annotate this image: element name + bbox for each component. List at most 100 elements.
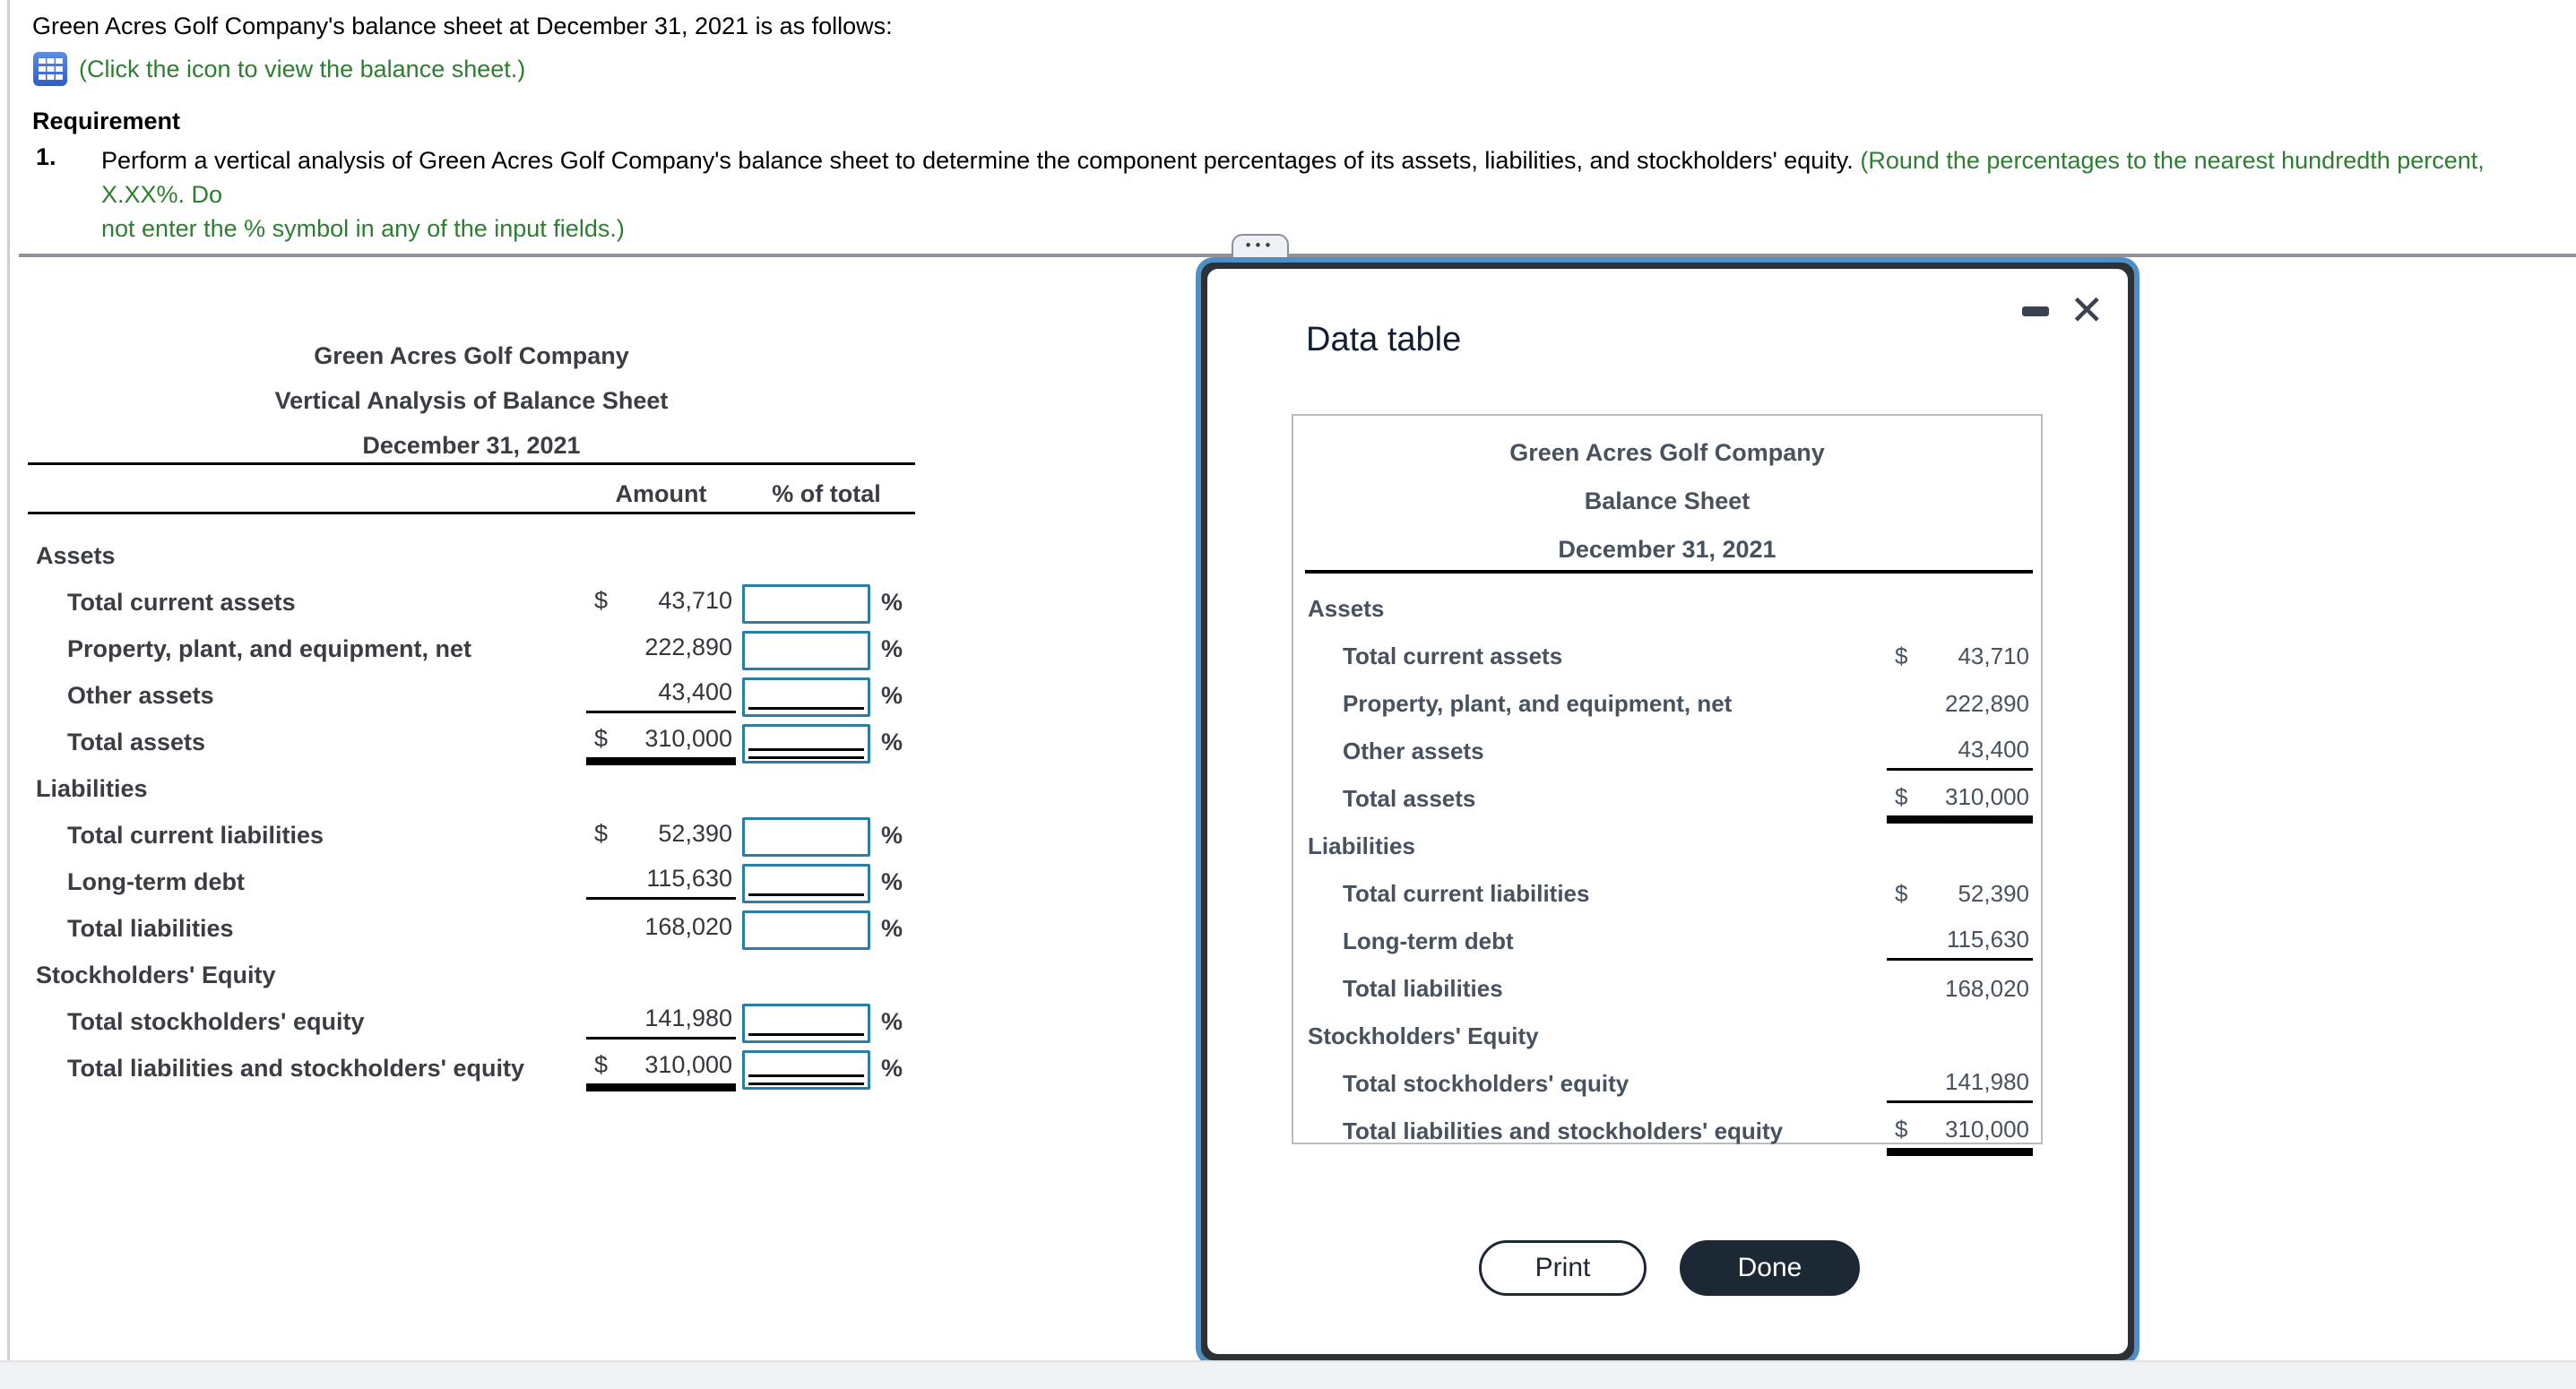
percent-input[interactable] [742, 1050, 870, 1090]
worksheet-statement-title: Vertical Analysis of Balance Sheet [274, 387, 669, 414]
percent-sign: % [881, 635, 903, 662]
row-label: Total liabilities [67, 915, 234, 942]
balance-sheet-link-row[interactable]: (Click the icon to view the balance shee… [32, 50, 525, 88]
currency-symbol: $ [594, 1051, 609, 1078]
print-button[interactable]: Print [1479, 1240, 1647, 1296]
table-row: Stockholders' Equity [28, 946, 915, 993]
percent-sign: % [881, 1008, 903, 1035]
requirement-number: 1. [36, 143, 56, 170]
amount-cell: $52,390 [1887, 880, 2033, 908]
amount-cell: $310,000 [1887, 783, 2033, 818]
percent-input[interactable] [742, 864, 870, 903]
table-row: Total stockholders' equity 141,980% [28, 993, 915, 1043]
percent-sign: % [881, 915, 903, 942]
amount-value: 222,890 [644, 634, 732, 660]
percent-input[interactable] [742, 910, 870, 950]
row-label: Assets [36, 542, 116, 569]
amount-value: 141,980 [644, 1005, 732, 1031]
amount-cell: 115,630 [1887, 926, 2033, 961]
minimize-icon[interactable] [2022, 306, 2049, 316]
percent-input[interactable] [742, 631, 870, 670]
requirement-heading: Requirement [32, 108, 181, 134]
amount-value: 310,000 [1945, 1116, 2029, 1143]
requirement-text: Perform a vertical analysis of Green Acr… [101, 143, 2557, 246]
amount-cell: $52,390 [586, 820, 736, 848]
percent-input[interactable] [742, 724, 870, 764]
percent-input[interactable] [742, 1004, 870, 1043]
row-label: Other assets [67, 682, 214, 709]
worksheet-company-title: Green Acres Golf Company [314, 342, 629, 369]
modal-drag-handle-icon[interactable]: ••• [1232, 234, 1289, 261]
section-divider [19, 254, 2576, 257]
table-row: Stockholders' Equity [1293, 1010, 2041, 1057]
requirement-text-note-line2: not enter the % symbol in any of the inp… [101, 215, 625, 242]
table-row: Long-term debt 115,630 [1293, 915, 2041, 962]
row-label: Total assets [1343, 785, 1476, 812]
table-row: Liabilities [1293, 820, 2041, 867]
amount-cell: 141,980 [1887, 1068, 2033, 1103]
percent-input-wrap [742, 864, 870, 903]
currency-symbol: $ [1895, 1116, 1908, 1143]
table-row: Total liabilities 168,020% [28, 900, 915, 950]
amount-value: 43,400 [1958, 736, 2029, 763]
modal-table-rule [1305, 570, 2033, 574]
amount-cell: $43,710 [586, 587, 736, 615]
row-label: Total liabilities and stockholders' equi… [1343, 1117, 1784, 1144]
table-row: Total liabilities 168,020 [1293, 962, 2041, 1010]
amount-cell: $310,000 [1887, 1116, 2033, 1151]
table-row: Total stockholders' equity 141,980 [1293, 1057, 2041, 1105]
close-icon[interactable]: ✕ [2070, 287, 2105, 333]
table-row: Other assets 43,400% [28, 667, 915, 717]
row-label: Total current liabilities [67, 822, 324, 849]
table-row: Total assets $310,000% [28, 713, 915, 764]
amount-value: 43,710 [658, 587, 732, 614]
percent-sign: % [881, 729, 903, 755]
modal-statement-title: Balance Sheet [1584, 487, 1750, 514]
amount-cell: $310,000 [586, 1051, 736, 1086]
row-label: Stockholders' Equity [1308, 1022, 1539, 1049]
percent-input-wrap [742, 817, 870, 857]
modal-title: Data table [1306, 321, 1462, 358]
data-table-icon[interactable] [32, 51, 68, 87]
amount-cell: 168,020 [586, 913, 736, 941]
column-header-amount: Amount [615, 480, 707, 507]
done-button[interactable]: Done [1680, 1240, 1860, 1296]
percent-sign: % [881, 1055, 903, 1082]
table-row: Total current assets $43,710% [28, 574, 915, 624]
percent-input-wrap [742, 584, 870, 624]
row-label: Stockholders' Equity [36, 962, 276, 988]
percent-input-wrap [742, 631, 870, 670]
percent-input[interactable] [742, 817, 870, 857]
table-row: Total current liabilities $52,390 [1293, 867, 2041, 915]
percent-input-wrap [742, 1004, 870, 1043]
percent-input[interactable] [742, 584, 870, 624]
amount-cell: 43,400 [586, 678, 736, 713]
percent-input-wrap [742, 910, 870, 950]
table-row: Assets [1293, 582, 2041, 630]
table-row: Total current assets $43,710 [1293, 630, 2041, 677]
row-label: Long-term debt [1343, 927, 1514, 954]
balance-sheet-table: Green Acres Golf Company Balance Sheet D… [1292, 414, 2043, 1151]
table-row: Liabilities [28, 760, 915, 807]
amount-cell: $310,000 [586, 725, 736, 760]
row-label: Total stockholders' equity [67, 1008, 365, 1035]
amount-value: 222,890 [1945, 690, 2029, 717]
row-label: Total current liabilities [1343, 880, 1590, 907]
table-row: Total liabilities and stockholders' equi… [1293, 1105, 2041, 1152]
amount-value: 168,020 [644, 913, 732, 940]
worksheet-top-rule [28, 462, 915, 465]
amount-value: 310,000 [644, 1051, 732, 1078]
requirement-text-note-line1: (Round the percentages to the nearest hu… [101, 147, 2485, 208]
data-table-modal: Data table ✕ Green Acres Golf Company Ba… [1196, 257, 2139, 1366]
percent-input[interactable] [742, 677, 870, 717]
row-label: Property, plant, and equipment, net [1343, 690, 1733, 717]
balance-sheet-link-label[interactable]: (Click the icon to view the balance shee… [79, 55, 526, 82]
amount-value: 310,000 [1945, 783, 2029, 810]
modal-content: Data table ✕ Green Acres Golf Company Ba… [1207, 269, 2128, 1354]
currency-symbol: $ [1895, 880, 1908, 907]
percent-sign: % [881, 682, 903, 709]
amount-cell: $43,710 [1887, 643, 2033, 670]
table-row: Property, plant, and equipment, net 222,8… [28, 620, 915, 670]
percent-input-wrap [742, 724, 870, 764]
